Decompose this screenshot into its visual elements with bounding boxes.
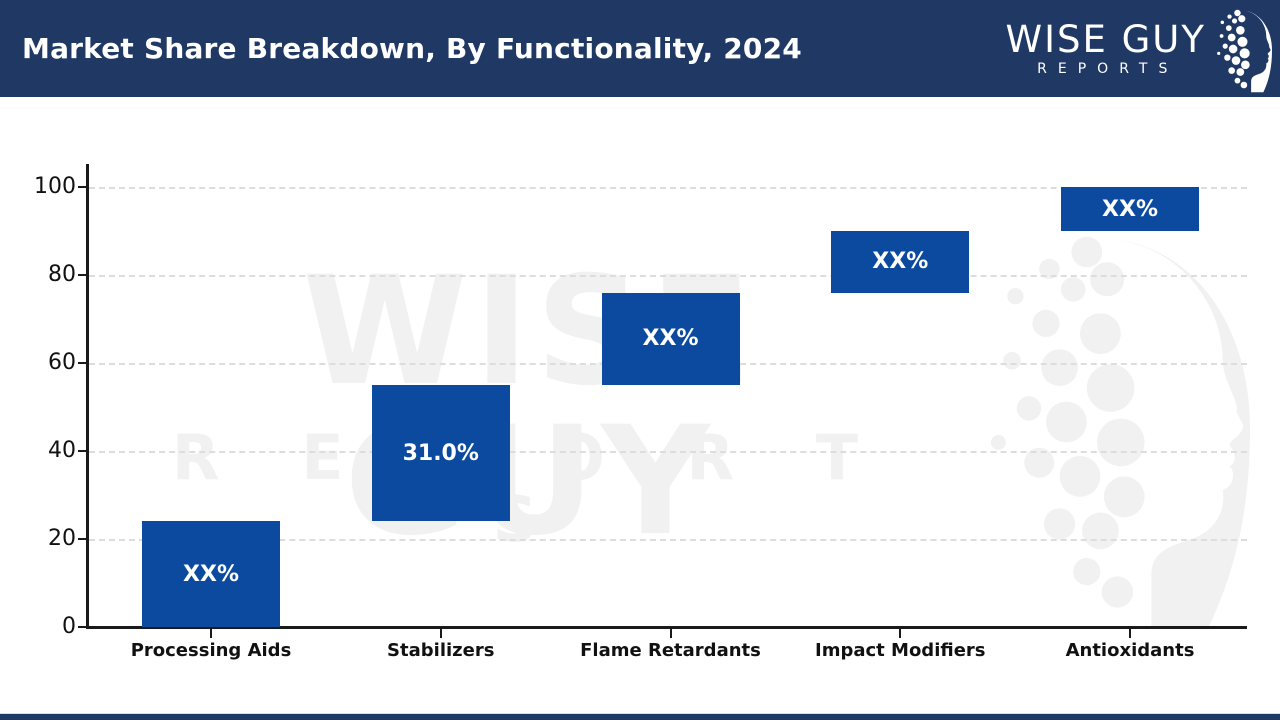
gridline-20 bbox=[89, 539, 1247, 541]
bar-processing-aids: XX% bbox=[142, 521, 280, 627]
footer-bar bbox=[0, 714, 1280, 720]
y-tick-label-100: 100 bbox=[34, 174, 76, 199]
y-tick-mark-0 bbox=[78, 626, 87, 628]
header: Market Share Breakdown, By Functionality… bbox=[0, 0, 1280, 97]
bar-value-label: XX% bbox=[183, 561, 239, 587]
footer-hairline bbox=[0, 713, 1280, 714]
x-tick-mark-flame-retardants bbox=[669, 629, 672, 638]
y-tick-mark-60 bbox=[78, 362, 87, 364]
chart-title: Market Share Breakdown, By Functionality… bbox=[22, 32, 802, 65]
x-tick-label-flame-retardants: Flame Retardants bbox=[580, 640, 761, 661]
gridline-40 bbox=[89, 451, 1247, 453]
bar-flame-retardants: XX% bbox=[601, 292, 740, 385]
watermark-face-icon bbox=[990, 236, 1250, 626]
logo-face-icon bbox=[1217, 9, 1272, 92]
bar-impact-modifiers: XX% bbox=[831, 231, 970, 293]
logo-subtitle: REPORTS bbox=[1037, 60, 1179, 77]
y-tick-mark-20 bbox=[78, 538, 87, 540]
bar-value-label: XX% bbox=[642, 326, 699, 352]
x-tick-label-stabilizers: Stabilizers bbox=[387, 640, 495, 661]
x-tick-mark-processing-aids bbox=[210, 629, 212, 638]
y-tick-label-0: 0 bbox=[62, 614, 76, 639]
x-tick-mark-antioxidants bbox=[1129, 629, 1131, 638]
y-tick-label-40: 40 bbox=[48, 438, 76, 463]
y-tick-label-60: 60 bbox=[48, 350, 76, 375]
logo-wordmark: WISE GUY bbox=[1005, 17, 1206, 61]
x-tick-label-processing-aids: Processing Aids bbox=[130, 640, 292, 661]
y-tick-label-20: 20 bbox=[48, 526, 76, 551]
plot-area: WISE GUY R E P O R T S 0 20 40 60 80 100 XX% 3… bbox=[0, 97, 1280, 714]
bar-antioxidants: XX% bbox=[1061, 187, 1199, 231]
gridline-80 bbox=[89, 275, 1247, 277]
bar-value-label: XX% bbox=[872, 249, 929, 275]
gridline-100 bbox=[89, 187, 1247, 189]
y-tick-mark-80 bbox=[78, 274, 87, 276]
x-tick-mark-impact-modifiers bbox=[899, 629, 902, 638]
bar-value-label: XX% bbox=[1102, 196, 1158, 222]
logo-text: WISE GUY REPORTS bbox=[1006, 21, 1206, 77]
x-axis-line bbox=[86, 626, 1247, 629]
bar-stabilizers: 31.0% bbox=[371, 385, 510, 522]
y-axis-line bbox=[86, 164, 89, 627]
x-tick-mark-stabilizers bbox=[439, 629, 442, 638]
y-tick-label-80: 80 bbox=[48, 262, 76, 287]
x-tick-label-antioxidants: Antioxidants bbox=[1065, 640, 1195, 661]
x-tick-label-impact-modifiers: Impact Modifiers bbox=[815, 640, 986, 661]
watermark-subtitle: R E P O R T S bbox=[171, 421, 889, 556]
wise-guy-logo: WISE GUY REPORTS bbox=[1006, 5, 1272, 93]
bar-value-label: 31.0% bbox=[402, 440, 479, 466]
y-tick-mark-100 bbox=[78, 186, 87, 188]
y-tick-mark-40 bbox=[78, 450, 87, 452]
